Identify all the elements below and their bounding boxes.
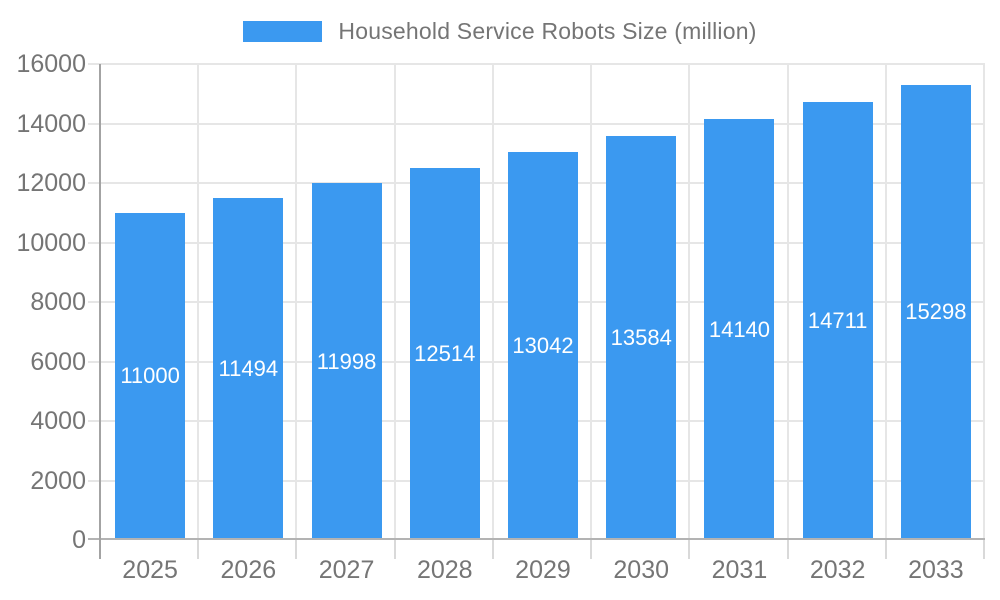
gridline-v xyxy=(786,64,789,540)
x-tick-label: 2026 xyxy=(220,556,277,584)
x-axis-tick xyxy=(393,540,396,559)
bar-value-label: 13584 xyxy=(610,324,672,350)
y-axis-tick xyxy=(88,63,101,65)
bar-2025: 11000 xyxy=(115,212,186,540)
x-axis-tick xyxy=(688,540,691,559)
gridline-v xyxy=(491,64,494,540)
bar-value-label: 11000 xyxy=(120,363,180,389)
x-axis-line xyxy=(88,538,985,540)
legend-swatch xyxy=(243,20,323,42)
bar-2031: 14140 xyxy=(704,119,775,540)
gridline-v xyxy=(884,64,887,540)
gridline-v xyxy=(393,64,396,540)
y-axis-line xyxy=(99,64,101,559)
legend-label: Household Service Robots Size (million) xyxy=(338,17,757,44)
gridline-v xyxy=(688,64,691,540)
bar-value-label: 14711 xyxy=(807,308,868,334)
bar-2028: 12514 xyxy=(409,167,480,540)
x-tick-label: 2032 xyxy=(809,556,866,584)
x-axis-tick xyxy=(884,540,887,559)
x-tick-label: 2030 xyxy=(613,556,670,584)
y-tick-label: 14000 xyxy=(16,109,86,138)
x-axis-tick xyxy=(197,540,200,559)
y-tick-label: 2000 xyxy=(30,466,86,495)
bar-value-label: 13042 xyxy=(512,333,574,358)
x-tick-label: 2027 xyxy=(318,556,375,584)
x-tick-label: 2029 xyxy=(515,556,571,584)
bar-value-label: 11998 xyxy=(316,348,377,374)
bar-2030: 13584 xyxy=(606,135,677,540)
gridline-v xyxy=(295,64,298,540)
y-axis-tick xyxy=(88,122,101,125)
gridline-h xyxy=(101,122,985,125)
bar-value-label: 11494 xyxy=(218,356,279,382)
x-axis-tick xyxy=(295,540,298,559)
y-axis-tick xyxy=(88,479,101,482)
y-tick-label: 10000 xyxy=(16,228,86,257)
y-axis-tick xyxy=(88,360,101,363)
bar-2032: 14711 xyxy=(802,102,873,540)
y-tick-label: 0 xyxy=(72,526,86,554)
x-axis-tick xyxy=(491,540,494,559)
gridline-v xyxy=(983,64,985,540)
y-tick-label: 12000 xyxy=(16,169,86,197)
bar-2026: 11494 xyxy=(213,198,284,540)
x-tick-label: 2025 xyxy=(122,556,178,584)
x-axis-tick xyxy=(590,540,593,559)
bar-value-label: 15298 xyxy=(905,299,967,325)
x-axis-labels: 2025 2026 2027 2028 2029 2030 2031 2032 2033 xyxy=(101,552,985,588)
y-tick-label: 4000 xyxy=(30,407,86,435)
y-axis-tick xyxy=(88,241,101,244)
y-tick-label: 6000 xyxy=(30,347,86,376)
x-tick-label: 2031 xyxy=(711,556,768,584)
y-axis-tick xyxy=(88,182,101,184)
gridline-v xyxy=(197,64,200,540)
y-axis-tick xyxy=(88,420,101,422)
bar-value-label: 14140 xyxy=(708,316,771,342)
bar-value-label: 12514 xyxy=(414,340,476,366)
gridline-h xyxy=(101,63,985,65)
bar-2027: 11998 xyxy=(311,183,382,540)
x-axis-tick xyxy=(983,540,985,559)
y-tick-label: 16000 xyxy=(16,50,86,78)
y-axis-labels: 0 2000 4000 6000 8000 10000 12000 14000 16000 xyxy=(0,51,86,553)
x-tick-label: 2028 xyxy=(416,556,473,584)
bar-2033: 15298 xyxy=(900,84,971,540)
y-tick-label: 8000 xyxy=(30,288,86,316)
x-axis-tick xyxy=(786,540,789,559)
plot-area: 11000 11494 11998 12514 13042 13584 14140 14711… xyxy=(88,63,985,559)
legend: Household Service Robots Size (million) xyxy=(0,16,1000,46)
gridline-v xyxy=(590,64,593,540)
bar-2029: 13042 xyxy=(508,152,578,540)
x-tick-label: 2033 xyxy=(908,556,964,584)
y-axis-tick xyxy=(88,301,101,303)
